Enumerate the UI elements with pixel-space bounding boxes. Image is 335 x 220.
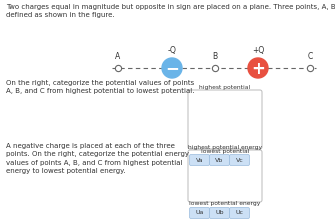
FancyBboxPatch shape	[190, 154, 209, 165]
Text: highest potential energy: highest potential energy	[188, 145, 262, 150]
Text: Ua: Ua	[195, 211, 204, 216]
Text: C: C	[308, 52, 313, 61]
Text: lowest potential energy: lowest potential energy	[189, 202, 261, 207]
Text: -Q: -Q	[168, 46, 177, 55]
Text: Vb: Vb	[215, 158, 224, 163]
Text: Ub: Ub	[215, 211, 224, 216]
FancyBboxPatch shape	[190, 207, 209, 218]
Text: B: B	[212, 52, 217, 61]
Text: A negative charge is placed at each of the three
points. On the right, categoriz: A negative charge is placed at each of t…	[6, 143, 189, 174]
Text: On the right, categorize the potential values of points
A, B, and C from highest: On the right, categorize the potential v…	[6, 80, 195, 94]
Text: Uc: Uc	[236, 211, 244, 216]
FancyBboxPatch shape	[209, 207, 229, 218]
FancyBboxPatch shape	[188, 90, 262, 149]
FancyBboxPatch shape	[229, 207, 250, 218]
Text: A: A	[115, 52, 121, 61]
Text: −: −	[165, 59, 179, 77]
Text: +Q: +Q	[252, 46, 264, 55]
FancyBboxPatch shape	[209, 154, 229, 165]
Text: Two charges equal in magnitude but opposite in sign are placed on a plane. Three: Two charges equal in magnitude but oppos…	[6, 4, 335, 18]
FancyBboxPatch shape	[229, 154, 250, 165]
Text: +: +	[251, 59, 265, 77]
Text: Vc: Vc	[236, 158, 243, 163]
Text: highest potential: highest potential	[199, 86, 251, 90]
Text: lowest potential: lowest potential	[201, 148, 249, 154]
FancyBboxPatch shape	[188, 150, 262, 202]
Circle shape	[248, 58, 268, 78]
Circle shape	[162, 58, 182, 78]
Text: Va: Va	[196, 158, 203, 163]
